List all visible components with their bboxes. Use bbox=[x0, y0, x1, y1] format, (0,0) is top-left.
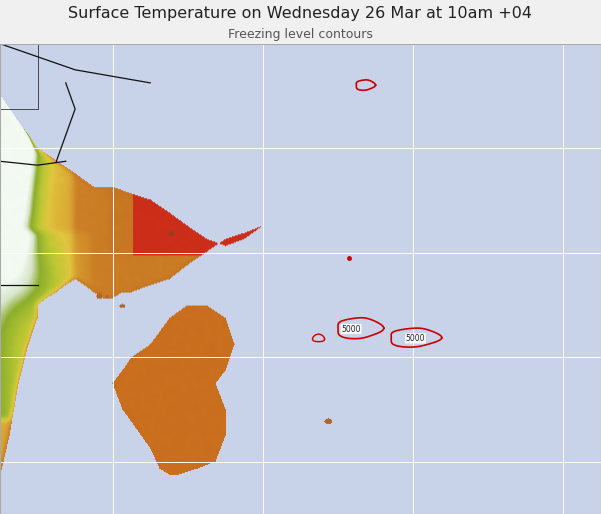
Text: Surface Temperature on Wednesday 26 Mar at 10am +04: Surface Temperature on Wednesday 26 Mar … bbox=[69, 7, 532, 22]
Text: 5000: 5000 bbox=[341, 324, 361, 334]
Text: Freezing level contours: Freezing level contours bbox=[228, 28, 373, 42]
Text: 5000: 5000 bbox=[406, 334, 425, 343]
